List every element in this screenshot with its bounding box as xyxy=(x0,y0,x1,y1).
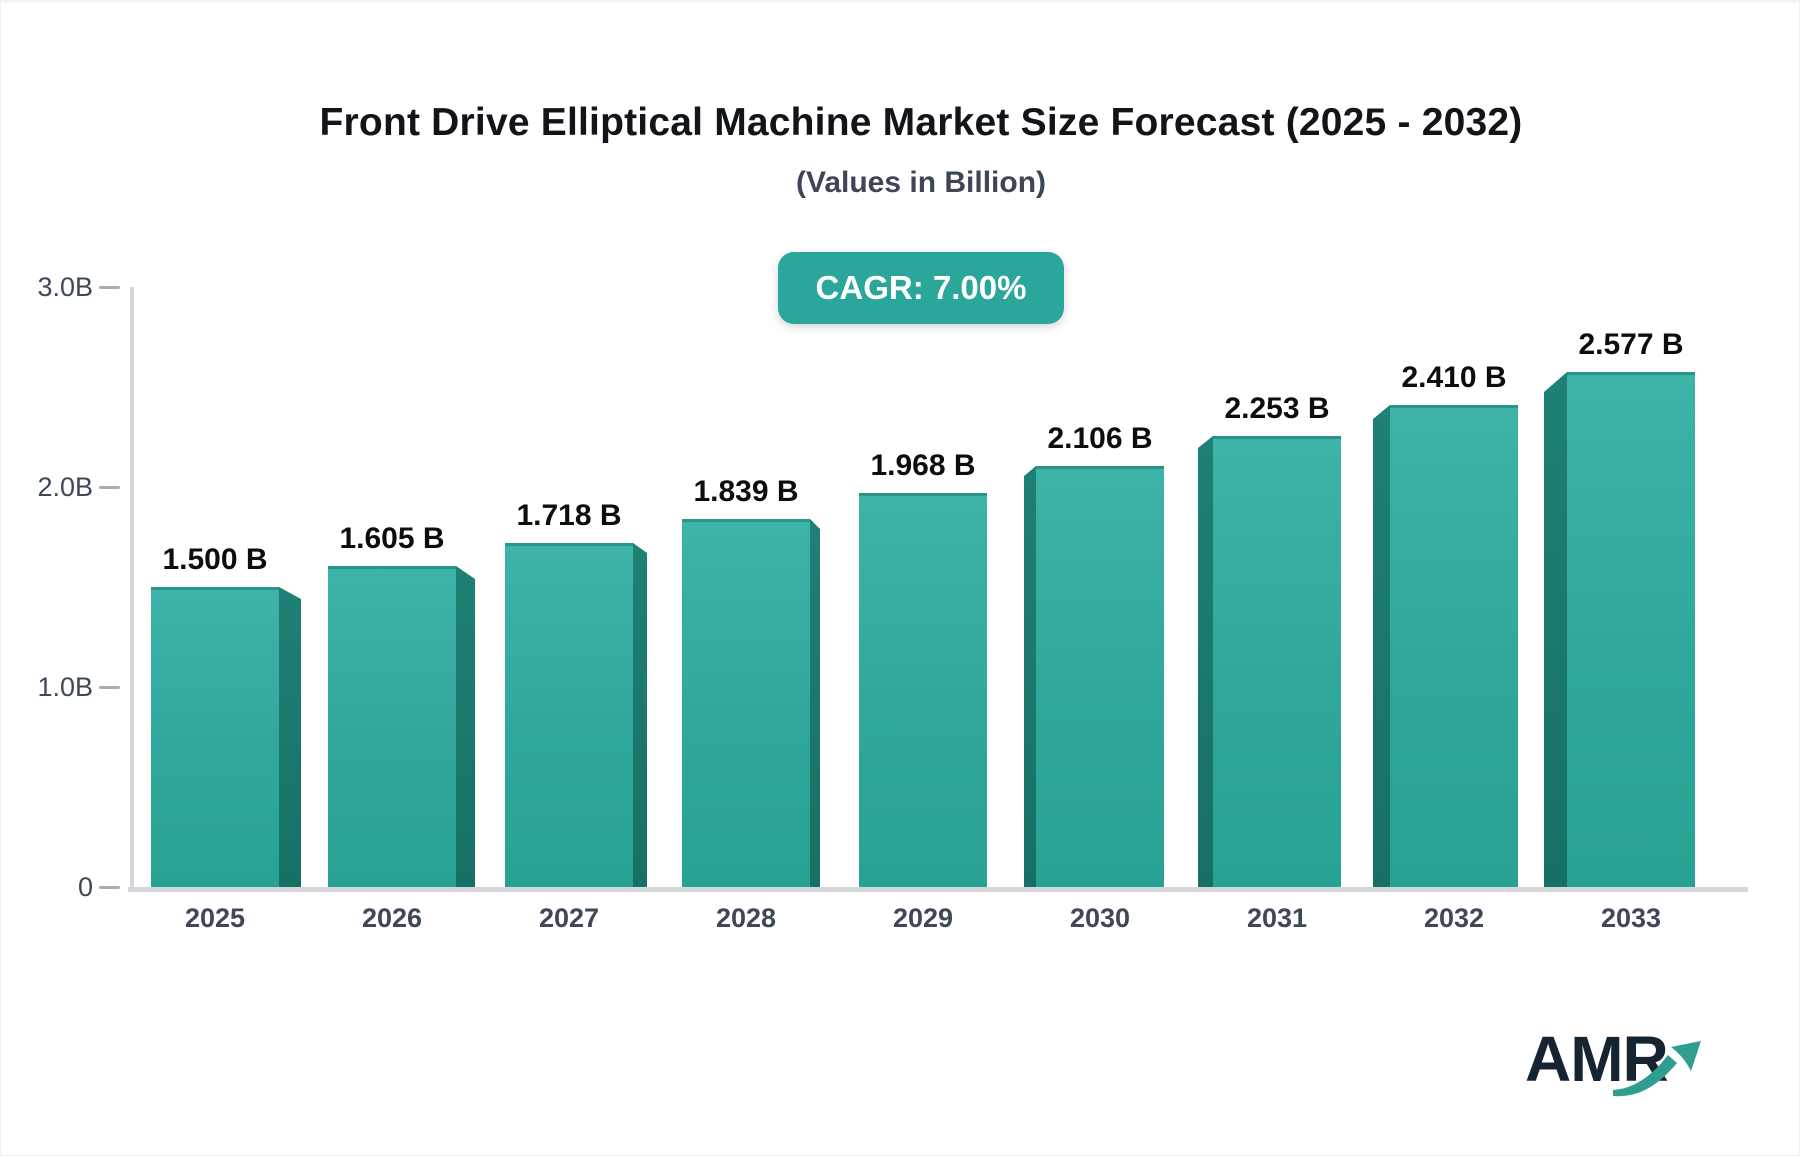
bar-side-2032 xyxy=(1373,405,1390,887)
bar-2025 xyxy=(151,587,279,887)
bar-side-2026 xyxy=(456,566,475,887)
y-tick-dash xyxy=(99,286,120,289)
bar-2033 xyxy=(1567,372,1695,887)
bar-2026 xyxy=(328,566,456,887)
chart-subtitle: (Values in Billion) xyxy=(795,166,1047,199)
x-tick-label-2033: 2033 xyxy=(1600,903,1662,933)
x-tick-label-2026: 2026 xyxy=(361,903,423,933)
y-tick-dash xyxy=(99,886,120,889)
bar-side-2030 xyxy=(1024,466,1036,887)
bar-value-label-2027: 1.718 B xyxy=(516,499,622,532)
x-tick-label-2027: 2027 xyxy=(538,903,600,933)
bar-value-label-2031: 2.253 B xyxy=(1224,392,1330,425)
bar-2031 xyxy=(1213,436,1341,887)
x-tick-label-2029: 2029 xyxy=(892,903,954,933)
bar-value-label-2028: 1.839 B xyxy=(693,475,799,508)
x-axis-line xyxy=(128,887,1748,892)
bar-value-label-2033: 2.577 B xyxy=(1578,328,1684,361)
y-tick-dash xyxy=(99,486,120,489)
bar-2029 xyxy=(859,493,987,887)
growth-arrow-icon xyxy=(1613,1041,1701,1097)
bar-2030 xyxy=(1036,466,1164,887)
bar-side-2027 xyxy=(633,543,647,887)
bar-side-2028 xyxy=(810,519,820,887)
bar-value-label-2030: 2.106 B xyxy=(1047,422,1153,455)
bar-value-label-2029: 1.968 B xyxy=(870,449,976,482)
y-tick-label: 1.0B xyxy=(37,672,93,702)
bar-value-label-2032: 2.410 B xyxy=(1401,361,1507,394)
cagr-badge-wrap: CAGR: 7.00% xyxy=(41,252,1799,324)
x-tick-label-2030: 2030 xyxy=(1069,903,1131,933)
y-axis-line xyxy=(130,287,134,889)
x-tick-label-2031: 2031 xyxy=(1246,903,1308,933)
bar-2027 xyxy=(505,543,633,887)
y-tick-label: 0 xyxy=(77,872,93,902)
bar-2028 xyxy=(682,519,810,887)
bar-value-label-2025: 1.500 B xyxy=(162,543,268,576)
x-tick-label-2025: 2025 xyxy=(184,903,246,933)
bar-side-2033 xyxy=(1544,372,1567,887)
top-border-strip xyxy=(1,1,1799,4)
bar-side-2031 xyxy=(1198,436,1213,887)
y-tick-dash xyxy=(99,686,120,689)
bar-2032 xyxy=(1390,405,1518,887)
chart-title: Front Drive Elliptical Machine Market Si… xyxy=(319,101,1523,144)
x-tick-label-2032: 2032 xyxy=(1423,903,1485,933)
bar-side-2025 xyxy=(279,587,301,887)
x-tick-label-2028: 2028 xyxy=(715,903,777,933)
cagr-badge: CAGR: 7.00% xyxy=(777,252,1065,324)
bar-value-label-2026: 1.605 B xyxy=(339,522,445,555)
y-tick-label: 3.0B xyxy=(37,272,93,302)
y-tick-label: 2.0B xyxy=(37,472,93,502)
